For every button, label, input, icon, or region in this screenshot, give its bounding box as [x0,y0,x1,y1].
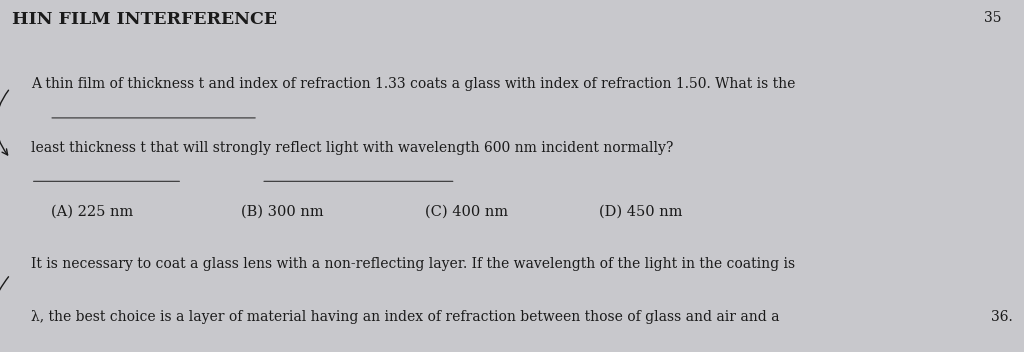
Text: (B) 300 nm: (B) 300 nm [241,204,324,218]
Text: 36.: 36. [991,310,1013,324]
Text: λ, the best choice is a layer of material having an index of refraction between : λ, the best choice is a layer of materia… [31,310,779,324]
Text: least thickness t that will strongly reflect light with wavelength 600 nm incide: least thickness t that will strongly ref… [31,141,673,155]
Text: HIN FILM INTERFERENCE: HIN FILM INTERFERENCE [12,11,278,27]
Text: (C) 400 nm: (C) 400 nm [425,204,508,218]
Text: (D) 450 nm: (D) 450 nm [599,204,683,218]
Text: It is necessary to coat a glass lens with a non-reflecting layer. If the wavelen: It is necessary to coat a glass lens wit… [31,257,795,271]
Text: 35: 35 [984,11,1001,25]
Text: A thin film of thickness t and index of refraction 1.33 coats a glass with index: A thin film of thickness t and index of … [31,77,795,92]
Text: (A) 225 nm: (A) 225 nm [51,204,133,218]
